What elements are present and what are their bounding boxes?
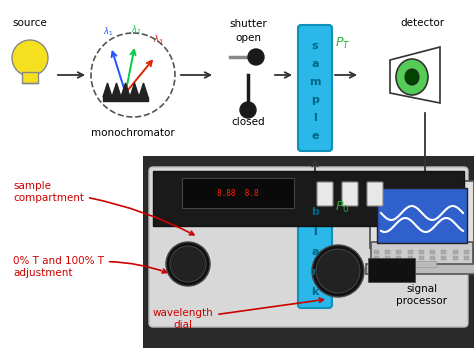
Circle shape	[240, 102, 256, 118]
FancyBboxPatch shape	[374, 250, 379, 254]
Text: 0% T and 100% T
adjustment: 0% T and 100% T adjustment	[13, 256, 167, 278]
FancyBboxPatch shape	[396, 250, 401, 254]
FancyBboxPatch shape	[153, 171, 464, 226]
Text: wavelength
dial: wavelength dial	[153, 298, 323, 330]
FancyBboxPatch shape	[396, 256, 401, 260]
FancyBboxPatch shape	[430, 256, 435, 260]
FancyBboxPatch shape	[366, 264, 474, 274]
Text: $\lambda_2$: $\lambda_2$	[131, 23, 141, 35]
Text: l: l	[313, 227, 317, 237]
Text: s: s	[312, 41, 319, 51]
Text: b: b	[311, 207, 319, 217]
Text: sample
compartment: sample compartment	[13, 181, 194, 235]
Text: signal
processor: signal processor	[396, 284, 447, 306]
FancyBboxPatch shape	[408, 261, 436, 267]
FancyBboxPatch shape	[317, 182, 333, 206]
FancyBboxPatch shape	[342, 182, 358, 206]
Text: shutter: shutter	[229, 19, 267, 29]
FancyBboxPatch shape	[367, 182, 383, 206]
FancyBboxPatch shape	[385, 250, 390, 254]
Text: $\lambda_1$: $\lambda_1$	[103, 26, 113, 39]
Polygon shape	[390, 47, 440, 103]
FancyBboxPatch shape	[441, 256, 447, 260]
Text: $P_0$: $P_0$	[335, 200, 349, 215]
FancyBboxPatch shape	[182, 178, 294, 208]
Polygon shape	[112, 83, 121, 97]
Text: l: l	[313, 113, 317, 123]
FancyBboxPatch shape	[368, 258, 415, 282]
Polygon shape	[121, 83, 130, 97]
FancyBboxPatch shape	[143, 156, 474, 348]
Ellipse shape	[405, 69, 419, 85]
FancyBboxPatch shape	[22, 72, 38, 83]
FancyBboxPatch shape	[149, 167, 468, 327]
Text: n: n	[311, 267, 319, 277]
Text: e: e	[311, 131, 319, 141]
FancyBboxPatch shape	[464, 256, 469, 260]
Ellipse shape	[396, 59, 428, 95]
FancyBboxPatch shape	[377, 188, 467, 243]
Text: k: k	[311, 287, 319, 297]
FancyBboxPatch shape	[408, 256, 413, 260]
Text: m: m	[309, 77, 321, 87]
FancyBboxPatch shape	[464, 250, 469, 254]
FancyBboxPatch shape	[453, 250, 458, 254]
FancyBboxPatch shape	[408, 250, 413, 254]
Text: open: open	[235, 33, 261, 43]
FancyBboxPatch shape	[385, 256, 390, 260]
Polygon shape	[130, 83, 139, 97]
Text: source: source	[13, 18, 47, 28]
FancyBboxPatch shape	[419, 250, 424, 254]
Circle shape	[166, 242, 210, 286]
Text: $P_T$: $P_T$	[335, 36, 350, 51]
Polygon shape	[103, 83, 112, 97]
FancyBboxPatch shape	[430, 250, 435, 254]
Text: detector: detector	[400, 18, 444, 28]
Polygon shape	[139, 83, 148, 97]
Text: 8.88  8.8: 8.88 8.8	[217, 189, 259, 198]
FancyBboxPatch shape	[371, 242, 473, 266]
FancyBboxPatch shape	[453, 256, 458, 260]
Circle shape	[312, 245, 364, 297]
FancyBboxPatch shape	[374, 256, 379, 260]
Text: $\lambda_3$: $\lambda_3$	[153, 33, 164, 46]
FancyBboxPatch shape	[298, 189, 332, 308]
Text: closed: closed	[231, 117, 265, 127]
Text: a: a	[311, 247, 319, 257]
Text: monochromator: monochromator	[91, 128, 175, 138]
Text: p: p	[311, 95, 319, 105]
Circle shape	[12, 40, 48, 76]
Circle shape	[316, 249, 360, 293]
FancyBboxPatch shape	[441, 250, 447, 254]
Text: a: a	[311, 59, 319, 69]
FancyBboxPatch shape	[370, 181, 474, 248]
Circle shape	[170, 246, 206, 282]
FancyBboxPatch shape	[298, 25, 332, 151]
FancyBboxPatch shape	[419, 256, 424, 260]
Circle shape	[248, 49, 264, 65]
